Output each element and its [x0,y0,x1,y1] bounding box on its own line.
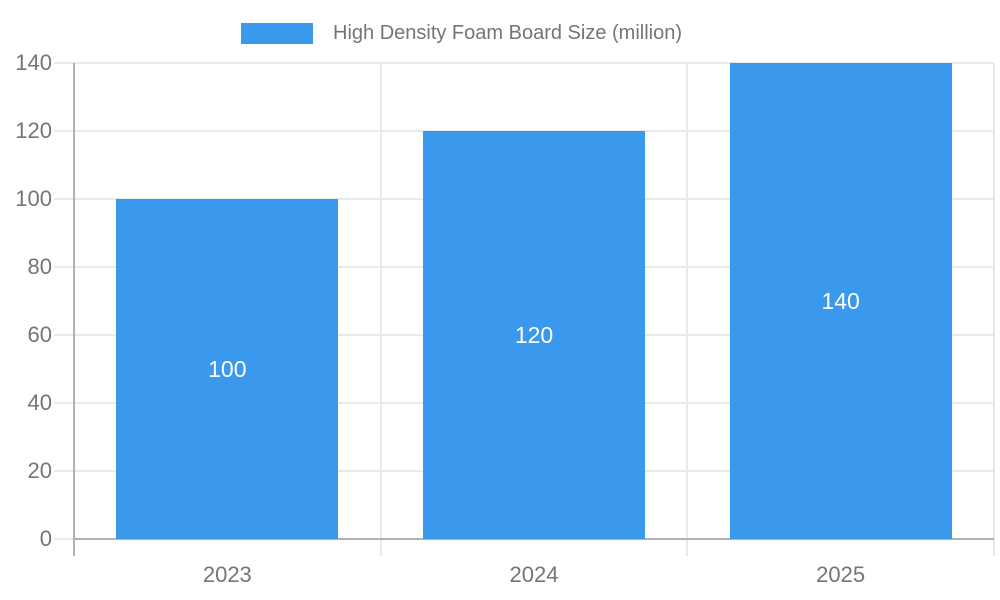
bar-2024 [423,131,645,539]
legend-swatch-icon [241,23,313,44]
bar-value-label: 120 [514,322,554,348]
x-axis-tick-label: 2025 [816,562,866,587]
y-gridline [54,62,994,64]
y-axis-tick-label: 120 [15,118,52,143]
y-axis-tick-label: 100 [15,186,52,211]
x-gridline [686,63,689,556]
y-axis-line [73,63,75,556]
y-axis-tick-label: 0 [39,526,52,551]
x-axis-line [73,538,994,540]
x-gridline [993,63,995,556]
bar-value-label: 100 [208,356,247,382]
x-gridline [379,63,382,556]
chart-legend: High Density Foam Board Size (million) [241,22,682,45]
bar-2025 [729,63,952,539]
y-axis-tick-label: 60 [27,322,52,347]
y-axis-tick-label: 40 [27,390,52,415]
y-axis-tick-label: 140 [15,50,52,75]
y-axis-tick-label: 20 [27,458,52,483]
bar-2023 [116,199,339,539]
bar-value-label: 140 [821,288,860,314]
x-axis-tick-label: 2023 [202,562,252,587]
legend-label: High Density Foam Board Size (million) [333,22,683,44]
x-axis-tick-label: 2024 [509,562,559,587]
y-axis-tick-label: 80 [27,254,52,279]
